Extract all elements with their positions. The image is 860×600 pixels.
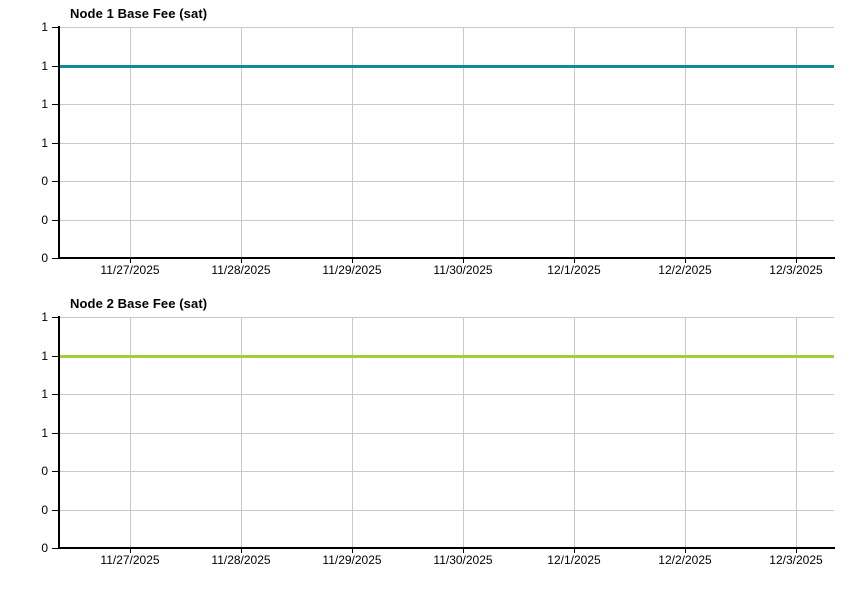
x-tick-label: 12/1/2025 (547, 553, 601, 567)
vertical-gridline (574, 27, 575, 258)
y-tick-label: 1 (41, 426, 48, 440)
y-tick-mark (52, 510, 59, 511)
y-tick-label: 0 (41, 541, 48, 555)
horizontal-gridline (58, 394, 834, 395)
x-tick-mark (352, 548, 353, 553)
horizontal-gridline (58, 471, 834, 472)
y-tick-mark (52, 181, 59, 182)
vertical-gridline (574, 317, 575, 548)
x-tick-mark (463, 548, 464, 553)
x-tick-mark (574, 258, 575, 263)
y-tick-mark (52, 394, 59, 395)
horizontal-gridline (58, 510, 834, 511)
vertical-gridline (463, 27, 464, 258)
y-tick-mark (52, 317, 59, 318)
y-tick-label: 1 (41, 310, 48, 324)
y-tick-label: 0 (41, 464, 48, 478)
y-tick-mark (52, 258, 59, 259)
x-tick-label: 11/29/2025 (322, 263, 382, 277)
y-tick-label: 1 (41, 349, 48, 363)
chart-title-node-1: Node 1 Base Fee (sat) (70, 6, 208, 21)
data-series-line (58, 355, 834, 358)
vertical-gridline (796, 27, 797, 258)
x-tick-mark (241, 548, 242, 553)
horizontal-gridline (58, 433, 834, 434)
data-series-line (58, 65, 834, 68)
y-axis-line-node-1 (58, 26, 60, 259)
x-axis-line-node-2 (58, 547, 835, 549)
y-tick-mark (52, 27, 59, 28)
vertical-gridline (130, 317, 131, 548)
y-tick-mark (52, 433, 59, 434)
x-tick-label: 11/27/2025 (100, 553, 160, 567)
y-tick-mark (52, 548, 59, 549)
horizontal-gridline (58, 220, 834, 221)
x-tick-mark (796, 258, 797, 263)
x-tick-mark (130, 548, 131, 553)
y-tick-label: 0 (41, 213, 48, 227)
y-tick-label: 1 (41, 20, 48, 34)
x-tick-mark (685, 258, 686, 263)
x-tick-label: 11/30/2025 (433, 263, 493, 277)
x-axis-line-node-1 (58, 257, 835, 259)
x-tick-label: 11/27/2025 (100, 263, 160, 277)
vertical-gridline (241, 27, 242, 258)
vertical-gridline (685, 317, 686, 548)
x-tick-label: 12/3/2025 (769, 263, 823, 277)
x-tick-label: 12/1/2025 (547, 263, 601, 277)
x-tick-mark (463, 258, 464, 263)
y-tick-mark (52, 471, 59, 472)
horizontal-gridline (58, 181, 834, 182)
vertical-gridline (463, 317, 464, 548)
chart-panel-node-2: Node 2 Base Fee (sat) 1 1 1 1 0 0 0 11/27/2025… (0, 290, 860, 580)
plot-area-node-1 (58, 27, 834, 259)
y-tick-label: 1 (41, 136, 48, 150)
x-tick-mark (796, 548, 797, 553)
x-tick-label: 11/28/2025 (211, 263, 271, 277)
x-tick-mark (130, 258, 131, 263)
x-tick-label: 11/28/2025 (211, 553, 271, 567)
y-tick-mark (52, 104, 59, 105)
x-tick-label: 12/2/2025 (658, 553, 712, 567)
y-axis-line-node-2 (58, 316, 60, 549)
vertical-gridline (352, 27, 353, 258)
x-tick-label: 11/30/2025 (433, 553, 493, 567)
horizontal-gridline (58, 104, 834, 105)
horizontal-gridline (58, 143, 834, 144)
x-tick-label: 12/3/2025 (769, 553, 823, 567)
y-tick-label: 1 (41, 59, 48, 73)
vertical-gridline (130, 27, 131, 258)
y-tick-label: 0 (41, 251, 48, 265)
chart-title-node-2: Node 2 Base Fee (sat) (70, 296, 208, 311)
x-tick-mark (685, 548, 686, 553)
horizontal-gridline (58, 317, 834, 318)
vertical-gridline (796, 317, 797, 548)
x-tick-mark (241, 258, 242, 263)
y-tick-label: 1 (41, 97, 48, 111)
y-tick-label: 0 (41, 503, 48, 517)
y-tick-mark (52, 143, 59, 144)
vertical-gridline (352, 317, 353, 548)
vertical-gridline (685, 27, 686, 258)
x-tick-label: 12/2/2025 (658, 263, 712, 277)
y-tick-label: 1 (41, 387, 48, 401)
vertical-gridline (241, 317, 242, 548)
chart-panel-node-1: Node 1 Base Fee (sat) 1 1 1 1 0 0 0 11/27/2025… (0, 0, 860, 290)
y-tick-mark (52, 356, 59, 357)
x-tick-label: 11/29/2025 (322, 553, 382, 567)
y-tick-mark (52, 66, 59, 67)
x-tick-mark (574, 548, 575, 553)
y-tick-mark (52, 220, 59, 221)
plot-area-node-2 (58, 317, 834, 549)
x-tick-mark (352, 258, 353, 263)
y-tick-label: 0 (41, 174, 48, 188)
horizontal-gridline (58, 27, 834, 28)
